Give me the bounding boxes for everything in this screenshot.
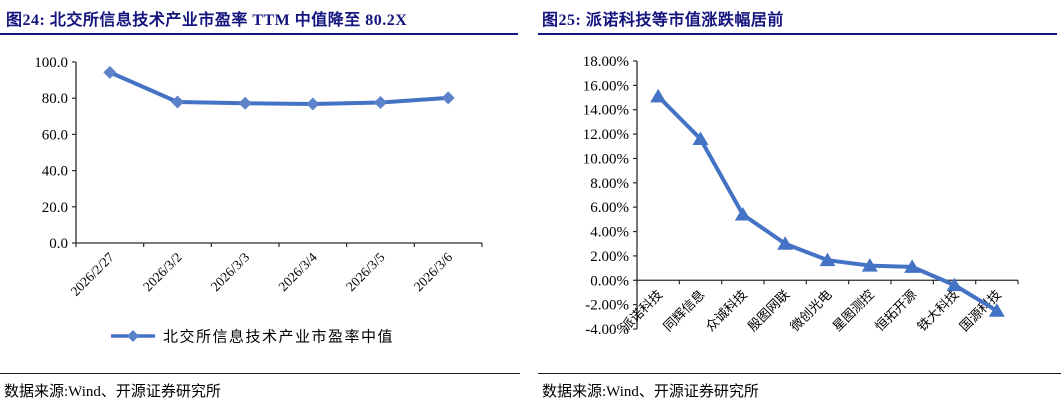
svg-text:80.0: 80.0 <box>42 91 68 107</box>
svg-text:-4.00%: -4.00% <box>585 322 629 338</box>
svg-text:铁大科技: 铁大科技 <box>914 287 961 334</box>
svg-text:4.00%: 4.00% <box>590 225 629 241</box>
svg-text:0.00%: 0.00% <box>590 273 629 289</box>
svg-text:2026/3/2: 2026/3/2 <box>140 250 185 295</box>
svg-text:6.00%: 6.00% <box>590 200 629 216</box>
market-cap-change-line-chart: -4.00% -2.00% 0.00% 2.00% 4.00% 6.00% 8.00% 10.… <box>583 54 1019 338</box>
svg-text:8.00%: 8.00% <box>590 176 629 192</box>
svg-text:星图测控: 星图测控 <box>830 287 877 334</box>
svg-text:2026/2/27: 2026/2/27 <box>68 249 117 298</box>
svg-text:同辉信息: 同辉信息 <box>660 287 707 334</box>
svg-text:2026/3/6: 2026/3/6 <box>411 249 456 294</box>
svg-text:18.00%: 18.00% <box>583 54 629 70</box>
svg-text:10.00%: 10.00% <box>583 151 629 167</box>
svg-text:恒拓开源: 恒拓开源 <box>872 287 919 334</box>
svg-text:16.00%: 16.00% <box>583 78 629 94</box>
pe-ttm-median-line-chart: 0.0 20.0 40.0 60.0 80.0 100.0 2026/2/27 2026/3/… <box>34 55 483 346</box>
figure-24-chart-area: 0.0 20.0 40.0 60.0 80.0 100.0 2026/2/27 2026/3/… <box>0 35 530 373</box>
svg-text:40.0: 40.0 <box>42 164 68 180</box>
svg-text:20.0: 20.0 <box>42 200 68 216</box>
svg-text:北交所信息技术产业市盈率中值: 北交所信息技术产业市盈率中值 <box>163 328 394 346</box>
svg-text:2026/3/4: 2026/3/4 <box>275 249 320 294</box>
svg-text:2.00%: 2.00% <box>590 249 629 265</box>
figure-24-data-source: 数据来源:Wind、开源证券研究所 <box>0 373 520 406</box>
svg-text:殷图网联: 殷图网联 <box>745 287 792 334</box>
figure-24-panel: 图24: 北交所信息技术产业市盈率 TTM 中值降至 80.2X 0.0 20.0… <box>0 0 530 406</box>
figure-25-chart-area: -4.00% -2.00% 0.00% 2.00% 4.00% 6.00% 8.00% 10.… <box>530 35 1061 373</box>
svg-text:14.00%: 14.00% <box>583 103 629 119</box>
svg-text:60.0: 60.0 <box>42 127 68 143</box>
svg-text:微创光电: 微创光电 <box>787 287 834 334</box>
svg-text:2026/3/5: 2026/3/5 <box>343 249 388 294</box>
figure-25-data-source: 数据来源:Wind、开源证券研究所 <box>538 373 1061 406</box>
svg-text:2026/3/3: 2026/3/3 <box>208 249 253 294</box>
figure-25-title: 图25: 派诺科技等市值涨跌幅居前 <box>538 0 1057 35</box>
svg-text:0.0: 0.0 <box>49 236 68 252</box>
svg-text:-2.00%: -2.00% <box>585 298 629 314</box>
svg-text:100.0: 100.0 <box>34 55 68 71</box>
figure-24-title: 图24: 北交所信息技术产业市盈率 TTM 中值降至 80.2X <box>0 0 518 35</box>
svg-text:众诚科技: 众诚科技 <box>703 287 750 334</box>
svg-text:12.00%: 12.00% <box>583 127 629 143</box>
figure-25-panel: 图25: 派诺科技等市值涨跌幅居前 -4.00% -2.00% 0.00% 2.00%… <box>530 0 1061 406</box>
